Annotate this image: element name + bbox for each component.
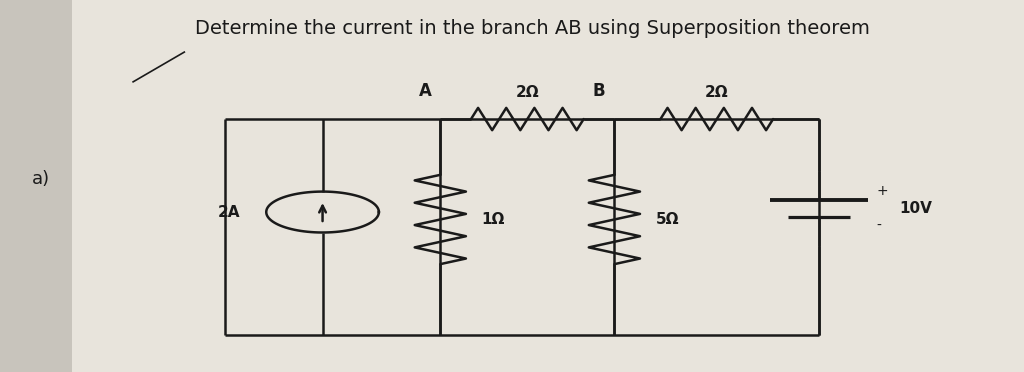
Text: 2Ω: 2Ω	[515, 86, 540, 100]
Text: B: B	[593, 83, 605, 100]
Text: a): a)	[32, 170, 50, 187]
Text: Determine the current in the branch AB using Superposition theorem: Determine the current in the branch AB u…	[195, 19, 870, 38]
Text: A: A	[419, 83, 431, 100]
Text: 2A: 2A	[218, 205, 241, 219]
FancyBboxPatch shape	[72, 0, 1024, 372]
Text: 1Ω: 1Ω	[481, 212, 505, 227]
Text: +: +	[877, 184, 888, 198]
Text: 5Ω: 5Ω	[655, 212, 679, 227]
Text: 2Ω: 2Ω	[705, 86, 729, 100]
Text: -: -	[877, 218, 882, 232]
Text: 10V: 10V	[899, 201, 932, 216]
